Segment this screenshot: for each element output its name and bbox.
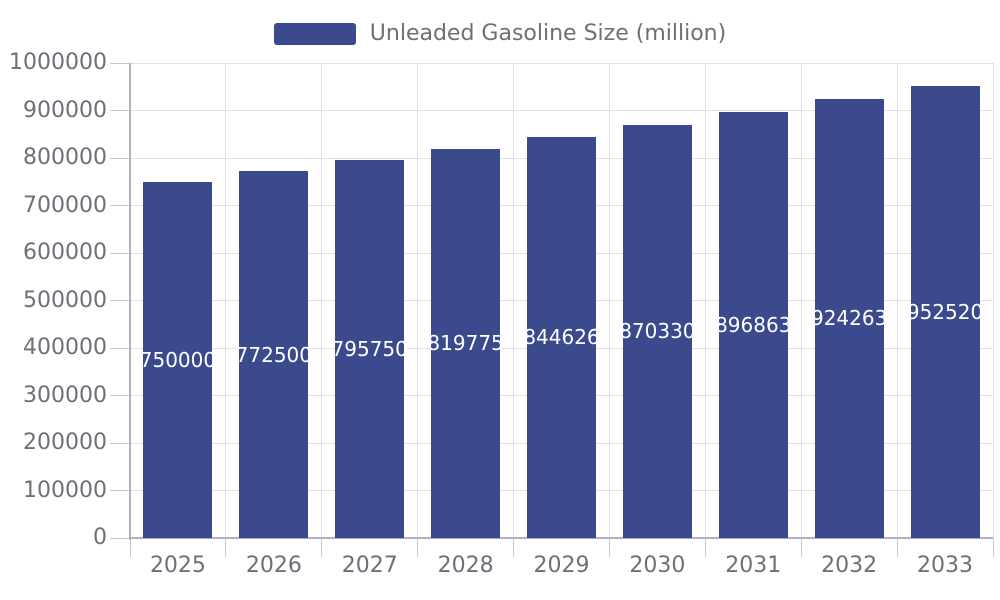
bar-2025[interactable] bbox=[143, 181, 213, 538]
y-axis-tick-mark bbox=[110, 490, 130, 491]
y-axis-tick-label: 200000 bbox=[23, 430, 107, 455]
y-axis-tick-label: 700000 bbox=[23, 192, 107, 218]
x-axis-tick-mark bbox=[896, 538, 898, 557]
y-axis-tick-label: 600000 bbox=[23, 240, 107, 265]
bar-2029[interactable] bbox=[527, 136, 596, 538]
x-gridline bbox=[704, 63, 706, 538]
bar-2032[interactable] bbox=[814, 98, 884, 538]
x-gridline bbox=[321, 63, 323, 538]
x-axis-tick-mark bbox=[704, 538, 706, 557]
x-axis-line bbox=[130, 537, 993, 539]
y-axis-tick-mark bbox=[110, 395, 130, 396]
y-axis-tick-mark bbox=[110, 110, 130, 111]
bar-2028[interactable] bbox=[431, 148, 501, 538]
x-gridline bbox=[417, 63, 419, 538]
bar-2033[interactable] bbox=[910, 85, 980, 538]
x-axis-tick-mark bbox=[417, 538, 419, 557]
x-gridline bbox=[896, 63, 898, 538]
x-axis-tick-label: 2029 bbox=[533, 553, 590, 578]
x-axis-tick-label: 2032 bbox=[821, 553, 878, 578]
y-axis-tick-label: 1000000 bbox=[9, 50, 107, 75]
chart-legend[interactable]: Unleaded Gasoline Size (million) bbox=[0, 21, 1000, 47]
y-axis-tick-label: 900000 bbox=[23, 97, 107, 123]
x-gridline bbox=[225, 63, 227, 538]
x-axis-tick-label: 2027 bbox=[341, 553, 398, 578]
x-axis-tick-label: 2030 bbox=[629, 553, 686, 578]
y-gridline bbox=[130, 62, 993, 64]
bar-2031[interactable] bbox=[718, 111, 788, 538]
y-axis-tick-label: 400000 bbox=[23, 335, 107, 360]
x-axis-tick-label: 2028 bbox=[437, 553, 494, 578]
x-axis-tick-mark bbox=[129, 538, 131, 557]
x-axis-tick-mark bbox=[321, 538, 323, 557]
y-axis-tick-mark bbox=[110, 157, 130, 159]
y-axis-tick-mark bbox=[110, 252, 130, 254]
x-axis-tick-mark bbox=[992, 538, 994, 557]
y-axis-tick-mark bbox=[110, 300, 130, 301]
x-axis-tick-mark bbox=[800, 538, 802, 557]
x-gridline bbox=[800, 63, 802, 538]
y-axis-tick-label: 300000 bbox=[23, 382, 107, 408]
bar-2030[interactable] bbox=[622, 124, 692, 538]
y-axis-tick-mark bbox=[110, 62, 130, 64]
y-axis-tick-label: 500000 bbox=[23, 287, 107, 313]
y-axis-tick-mark bbox=[110, 537, 130, 539]
x-axis-tick-label: 2033 bbox=[917, 553, 974, 578]
x-axis-tick-label: 2025 bbox=[149, 553, 206, 578]
y-axis-tick-label: 800000 bbox=[23, 145, 107, 170]
legend-swatch-icon bbox=[273, 23, 356, 45]
y-axis-tick-label: 0 bbox=[93, 525, 107, 550]
x-axis-tick-label: 2026 bbox=[245, 553, 302, 578]
legend-label: Unleaded Gasoline Size (million) bbox=[369, 21, 727, 46]
x-gridline bbox=[992, 63, 994, 538]
y-axis-tick-label: 100000 bbox=[23, 477, 107, 503]
x-axis-tick-mark bbox=[225, 538, 227, 557]
x-gridline bbox=[608, 63, 610, 538]
bar-2026[interactable] bbox=[239, 171, 309, 538]
y-axis-tick-mark bbox=[110, 442, 130, 444]
x-gridline bbox=[513, 63, 515, 538]
y-axis-tick-mark bbox=[110, 347, 130, 349]
x-axis-tick-mark bbox=[513, 538, 515, 557]
y-axis-tick-mark bbox=[110, 205, 130, 206]
x-axis-tick-label: 2031 bbox=[725, 553, 782, 578]
y-gridline bbox=[130, 110, 993, 111]
bar-2027[interactable] bbox=[335, 160, 405, 538]
x-axis-tick-mark bbox=[608, 538, 610, 557]
y-axis-line bbox=[129, 63, 131, 540]
